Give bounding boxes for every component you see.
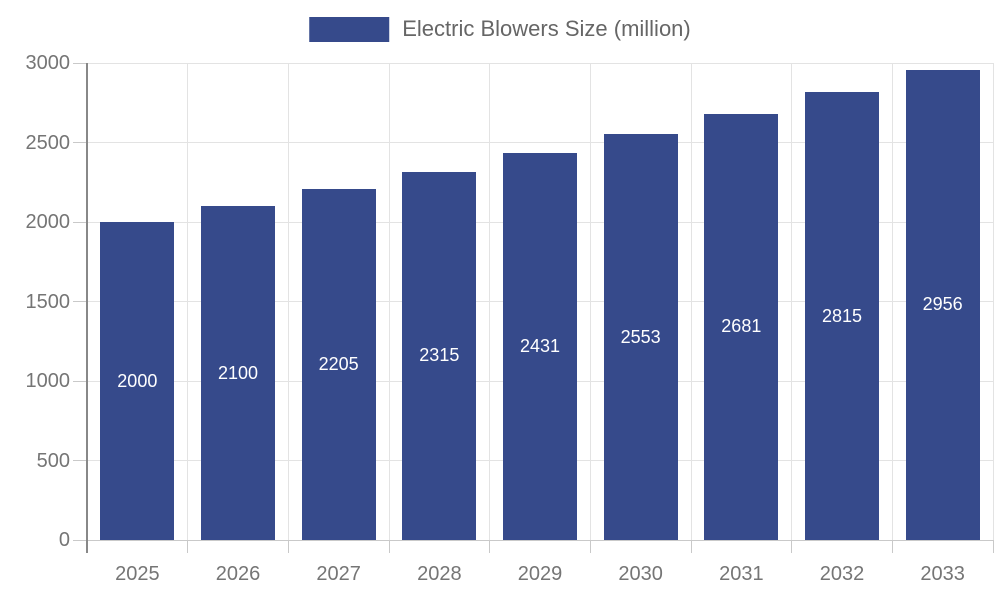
bar: 2681 bbox=[704, 113, 779, 540]
bar-value-label: 2431 bbox=[519, 336, 561, 357]
gridline-v bbox=[287, 63, 289, 540]
gridline-v bbox=[388, 63, 390, 540]
bar: 2553 bbox=[603, 134, 678, 540]
bar-value-label: 2100 bbox=[217, 362, 259, 383]
x-tick bbox=[489, 540, 491, 553]
x-axis-tick-label: 2028 bbox=[417, 563, 462, 585]
bar: 2956 bbox=[905, 69, 980, 540]
y-tick bbox=[73, 460, 87, 461]
gridline-v bbox=[489, 63, 491, 540]
y-axis-tick-label: 2000 bbox=[25, 211, 71, 233]
bar-value-label: 2956 bbox=[922, 294, 963, 315]
legend: Electric Blowers Size (million) bbox=[309, 16, 691, 42]
x-axis-line bbox=[87, 539, 993, 541]
y-tick bbox=[73, 301, 87, 302]
bar: 2205 bbox=[301, 189, 376, 540]
x-tick bbox=[791, 540, 793, 553]
gridline-v bbox=[589, 63, 591, 540]
x-tick bbox=[589, 540, 591, 553]
x-tick bbox=[187, 540, 189, 553]
bar: 2100 bbox=[201, 206, 275, 540]
legend-label: Electric Blowers Size (million) bbox=[402, 16, 691, 41]
x-axis-tick-label: 2029 bbox=[517, 563, 563, 585]
gridline-v bbox=[891, 63, 893, 540]
y-tick bbox=[73, 62, 87, 64]
gridline-h bbox=[87, 62, 993, 64]
y-tick bbox=[73, 539, 87, 541]
x-axis-tick-label: 2030 bbox=[618, 563, 663, 585]
bar-value-label: 2815 bbox=[821, 305, 863, 326]
y-tick bbox=[73, 142, 87, 143]
bar-value-label: 2000 bbox=[117, 370, 158, 391]
x-axis-tick-label: 2027 bbox=[316, 563, 361, 585]
gridline-v bbox=[992, 63, 994, 540]
bar-value-label: 2205 bbox=[318, 354, 359, 375]
x-axis-tick-label: 2033 bbox=[920, 563, 965, 585]
y-axis-line bbox=[86, 63, 88, 553]
x-tick bbox=[891, 540, 893, 553]
x-tick bbox=[690, 540, 692, 553]
bar: 2315 bbox=[402, 171, 477, 540]
x-axis-tick-label: 2031 bbox=[719, 563, 764, 585]
bar-value-label: 2681 bbox=[721, 316, 762, 337]
bar-value-label: 2553 bbox=[620, 326, 661, 347]
x-tick bbox=[388, 540, 390, 553]
y-axis-tick-label: 1500 bbox=[25, 290, 71, 313]
x-axis-tick-label: 2025 bbox=[115, 563, 160, 585]
y-axis-tick-label: 0 bbox=[58, 529, 70, 551]
bar: 2000 bbox=[100, 222, 175, 540]
y-axis-tick-label: 3000 bbox=[25, 52, 71, 74]
bar-value-label: 2315 bbox=[419, 345, 460, 366]
bar: 2815 bbox=[805, 92, 879, 540]
y-tick bbox=[73, 221, 87, 223]
y-axis-tick-label: 1000 bbox=[25, 370, 71, 392]
gridline-v bbox=[187, 63, 189, 540]
x-axis-tick-label: 2032 bbox=[819, 563, 865, 585]
bar: 2431 bbox=[503, 153, 577, 540]
gridline-v bbox=[791, 63, 793, 540]
y-axis-tick-label: 500 bbox=[36, 449, 70, 472]
x-axis-tick-label: 2026 bbox=[215, 563, 261, 585]
x-tick bbox=[992, 540, 994, 553]
legend-swatch bbox=[309, 16, 390, 42]
x-tick bbox=[287, 540, 289, 553]
y-axis-tick-label: 2500 bbox=[25, 131, 71, 154]
y-tick bbox=[73, 380, 87, 382]
gridline-v bbox=[690, 63, 692, 540]
